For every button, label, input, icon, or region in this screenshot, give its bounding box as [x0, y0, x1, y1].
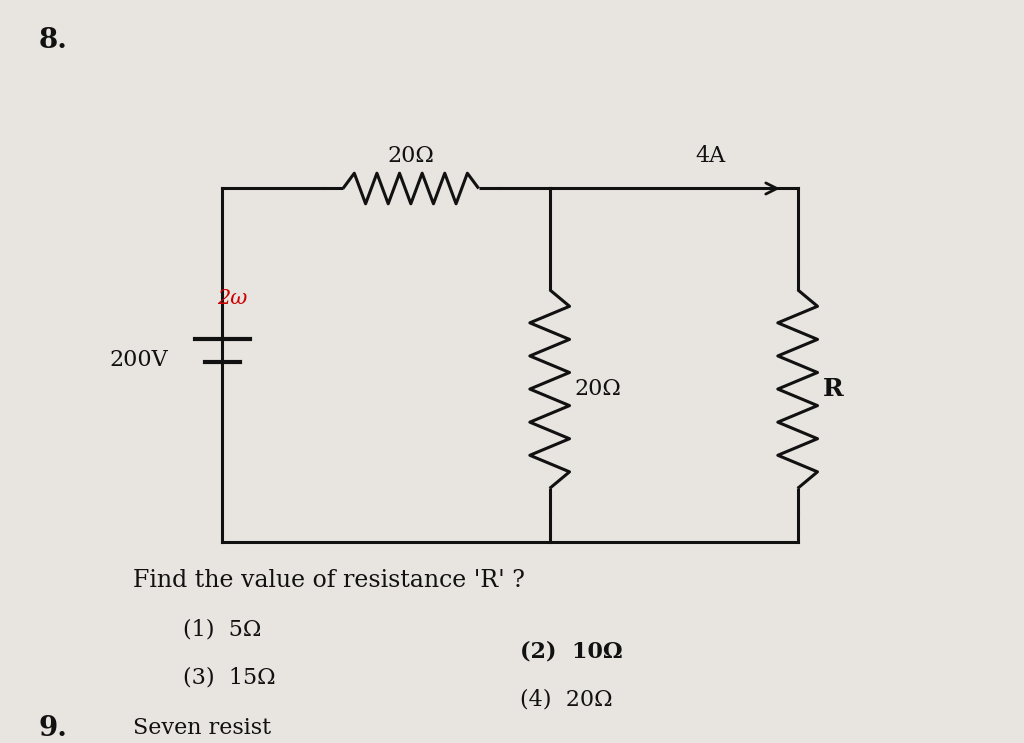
Text: 2ω: 2ω — [217, 289, 248, 308]
Text: (2)  10Ω: (2) 10Ω — [520, 640, 623, 663]
Text: 200V: 200V — [110, 349, 168, 372]
Text: Seven resist: Seven resist — [133, 717, 271, 739]
Text: 20Ω: 20Ω — [387, 146, 434, 167]
Text: 4A: 4A — [695, 146, 726, 167]
Text: (4)  20Ω: (4) 20Ω — [520, 689, 612, 710]
Text: (3)  15Ω: (3) 15Ω — [182, 666, 275, 689]
Text: 20Ω: 20Ω — [574, 378, 622, 400]
Text: 8.: 8. — [39, 27, 68, 54]
Text: (1)  5Ω: (1) 5Ω — [182, 619, 261, 640]
Text: R: R — [822, 377, 843, 401]
Text: 9.: 9. — [39, 715, 68, 742]
Text: Find the value of resistance 'R' ?: Find the value of resistance 'R' ? — [133, 568, 525, 591]
